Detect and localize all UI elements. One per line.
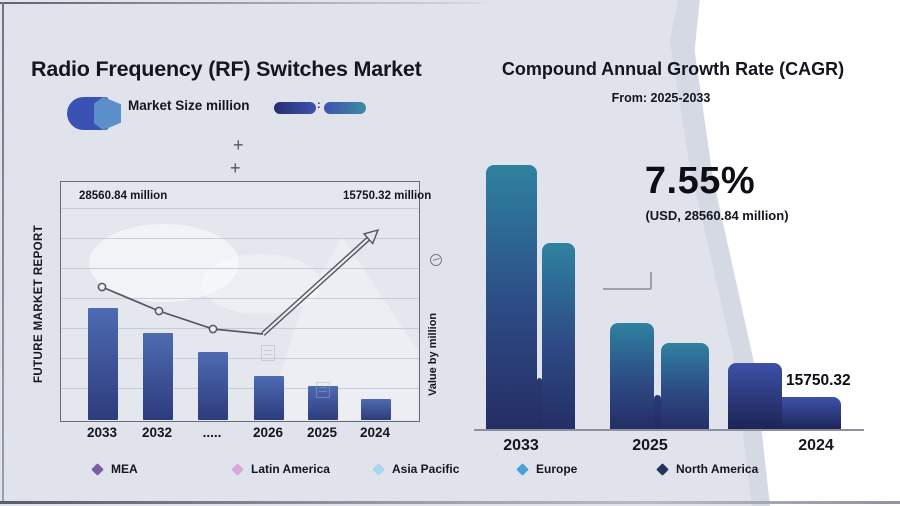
cagr-usd-detail: (USD, 28560.84 million) [645,208,789,223]
legend-diamond-icon [372,462,385,476]
market-size-bar [361,399,391,420]
legend-diamond-icon [91,462,104,476]
market-size-bar [143,333,173,420]
brand-vertical-text: FUTURE MARKET REPORT [33,224,45,384]
legend-label: North America [676,462,759,476]
left-chart-x-axis: 2033 2032..... 2026 2025 2024 [60,425,420,443]
cagr-title: Compound Annual Growth Rate (CAGR) [501,59,845,79]
x-axis-label: 2033 [86,425,118,440]
end-value-label: 15750.32 million [343,190,432,202]
plus-mark-icon: + [230,158,241,178]
x-axis-line [474,429,864,431]
market-size-bar [88,308,118,420]
gridline [61,208,419,209]
cagr-percentage: 7.55% [644,160,756,202]
cylinder-icon [67,97,121,130]
trend-line-arrow [97,228,380,336]
x-axis-label: 2024 [798,437,834,454]
ratio-pill-right [324,102,366,114]
bar-connector [537,378,542,430]
legend-item: Europe [516,462,578,476]
cagr-bar [610,323,654,430]
ratio-colon: : [317,99,321,111]
legend-diamond-icon [231,462,244,476]
step-bracket-line [650,272,652,289]
bar-value-label: 15750.32 [786,372,851,389]
x-axis-label: ..... [202,425,222,440]
market-size-bar [308,386,338,420]
legend-label: MEA [111,462,138,476]
legend-diamond-icon [516,462,529,476]
legend-diamond-icon [656,462,669,476]
legend-item: North America [656,462,759,476]
watermark-icon [316,382,330,398]
legend-label: Asia Pacific [392,462,460,476]
market-size-label: Market Size million [128,98,250,113]
cloud-shape [89,224,239,302]
gridline [61,298,419,299]
cagr-chart: 2033 2025 2024 15750.32 [470,160,870,454]
cagr-bar [728,363,782,430]
gridline [61,328,419,329]
cylinder-icon-cap [94,97,121,130]
page-title: Radio Frequency (RF) Switches Market [31,57,422,81]
cagr-bar [486,165,537,430]
legend-label: Europe [536,462,578,476]
x-axis-label: 2025 [306,425,338,440]
market-size-chart: 28560.84 million 15750.32 million [60,181,431,422]
market-size-bar [198,352,228,420]
x-axis-label: 2026 [252,425,284,440]
gridline [61,358,419,359]
x-axis-label: 2032 [141,425,173,440]
cagr-bar [661,343,709,430]
plus-mark-icon: + [233,135,244,155]
legend-item: Asia Pacific [372,462,460,476]
legend-item: Latin America [231,462,330,476]
cloud-shape [201,254,321,314]
gridline [61,238,419,239]
frame-border-left [2,2,4,502]
watermark-icon [261,345,275,361]
legend-item: MEA [91,462,138,476]
start-value-label: 28560.84 million [79,190,168,202]
y-axis-title: Value by million [427,312,439,396]
gridline [61,268,419,269]
cagr-bar [782,397,841,430]
cagr-bar [542,243,575,430]
legend-label: Latin America [251,462,330,476]
cagr-period: From: 2025-2033 [611,91,711,105]
bar-connector [654,395,661,430]
gridline [61,388,419,389]
step-bracket-line [603,288,651,290]
market-size-bar [254,376,284,420]
x-axis-label: 2033 [503,437,539,454]
x-axis-label: 2025 [632,437,668,454]
circle-minus-icon [428,252,444,268]
frame-border-top [0,2,492,4]
ratio-pill-left [274,102,316,114]
frame-border-bottom [0,501,900,504]
x-axis-label: 2024 [359,425,391,440]
